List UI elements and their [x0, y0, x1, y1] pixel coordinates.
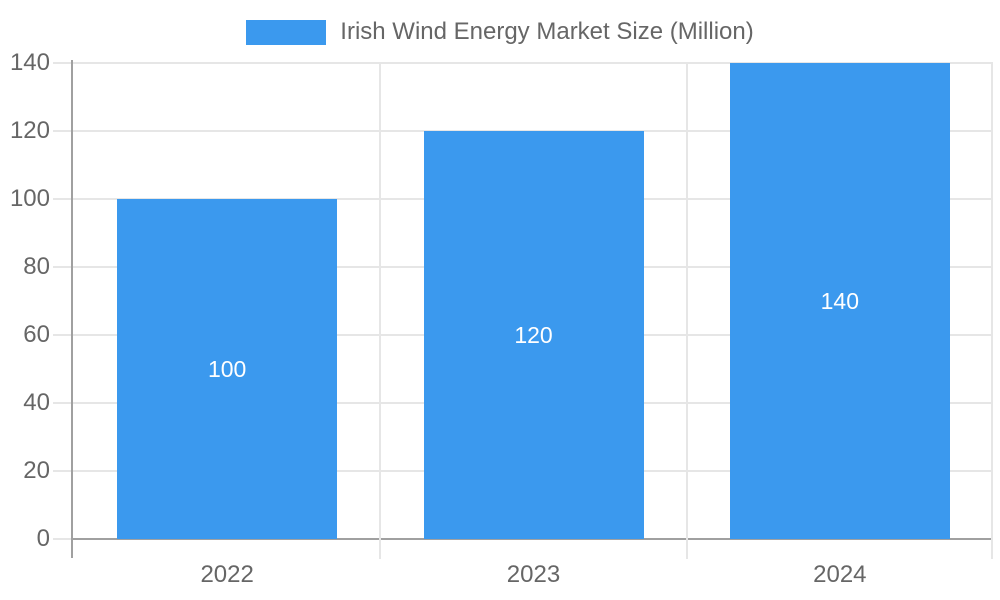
- y-axis-tick-label: 60: [23, 321, 50, 348]
- bar-value-label: 100: [207, 356, 247, 382]
- y-axis-tick-label: 140: [9, 49, 50, 76]
- legend: Irish Wind Energy Market Size (Million): [0, 16, 1000, 48]
- gridline: [53, 62, 993, 64]
- category-separator: [991, 63, 993, 559]
- y-axis-tick: [53, 538, 72, 540]
- legend-swatch: [246, 19, 327, 45]
- bar-value-label: 140: [820, 288, 860, 314]
- y-axis-line: [71, 60, 73, 558]
- y-axis-tick-label: 40: [23, 389, 50, 416]
- bar-value-label: 120: [514, 322, 553, 348]
- y-axis-tick-label: 120: [9, 117, 50, 144]
- bar: [117, 199, 338, 539]
- category-separator: [686, 63, 688, 559]
- category-separator: [379, 63, 381, 559]
- bar: [423, 131, 644, 539]
- y-axis-tick-label: 20: [23, 457, 50, 484]
- x-axis-line: [71, 538, 993, 540]
- bar: [729, 63, 950, 539]
- x-axis-tick-label: 2024: [813, 561, 867, 588]
- x-axis-tick-label: 2023: [506, 561, 561, 588]
- y-axis-tick-label: 80: [23, 253, 50, 280]
- y-axis-tick-label: 0: [36, 525, 50, 552]
- legend-label: Irish Wind Energy Market Size (Million): [340, 18, 754, 45]
- x-axis-tick-label: 2022: [200, 561, 254, 588]
- y-axis-tick-label: 100: [9, 185, 50, 212]
